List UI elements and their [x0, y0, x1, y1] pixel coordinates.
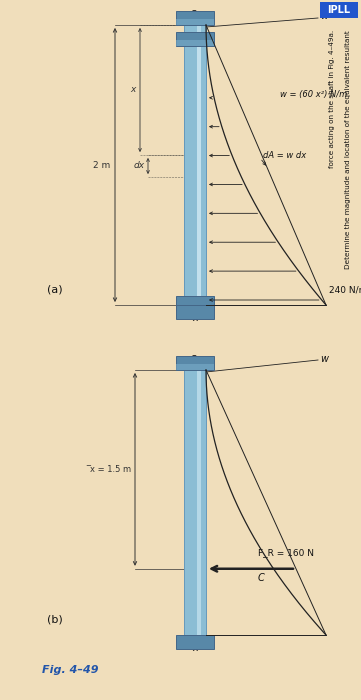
Bar [176, 11, 214, 25]
Text: w = (60 x²) N/m: w = (60 x²) N/m [280, 90, 347, 99]
Text: dx: dx [134, 162, 145, 171]
Bar [176, 32, 214, 46]
Text: 2 m: 2 m [93, 160, 110, 169]
Text: 240 N/m: 240 N/m [329, 286, 361, 295]
Bar [197, 46, 200, 296]
Bar [320, 2, 358, 18]
Bar [176, 40, 214, 46]
Text: dA = w dx: dA = w dx [263, 150, 306, 160]
Bar [176, 19, 214, 25]
Text: w: w [320, 354, 328, 364]
Text: Determine the magnitude and location of the equivalent resultant: Determine the magnitude and location of … [345, 30, 351, 269]
Text: (b): (b) [47, 615, 63, 625]
Text: x: x [192, 643, 198, 653]
Bar [197, 25, 200, 305]
Text: x: x [131, 85, 136, 94]
Text: F_R = 160 N: F_R = 160 N [258, 547, 314, 556]
Text: (a): (a) [47, 285, 63, 295]
Text: O: O [189, 10, 197, 20]
Bar [176, 305, 214, 319]
Text: x: x [192, 313, 198, 323]
Bar [184, 25, 206, 305]
Text: Fig. 4–49: Fig. 4–49 [42, 665, 98, 675]
Text: IPLL: IPLL [327, 5, 351, 15]
Text: force acting on the shaft in Fig. 4–49a.: force acting on the shaft in Fig. 4–49a. [329, 30, 335, 168]
Bar [176, 356, 214, 370]
Text: w: w [320, 11, 328, 21]
Text: ̅x = 1.5 m: ̅x = 1.5 m [90, 465, 131, 474]
Bar [184, 370, 206, 635]
Bar [176, 296, 214, 310]
Bar [184, 46, 206, 296]
Bar [176, 635, 214, 649]
Text: C: C [258, 573, 265, 582]
Bar [197, 370, 200, 635]
Bar [176, 364, 214, 370]
Text: O: O [189, 355, 197, 365]
